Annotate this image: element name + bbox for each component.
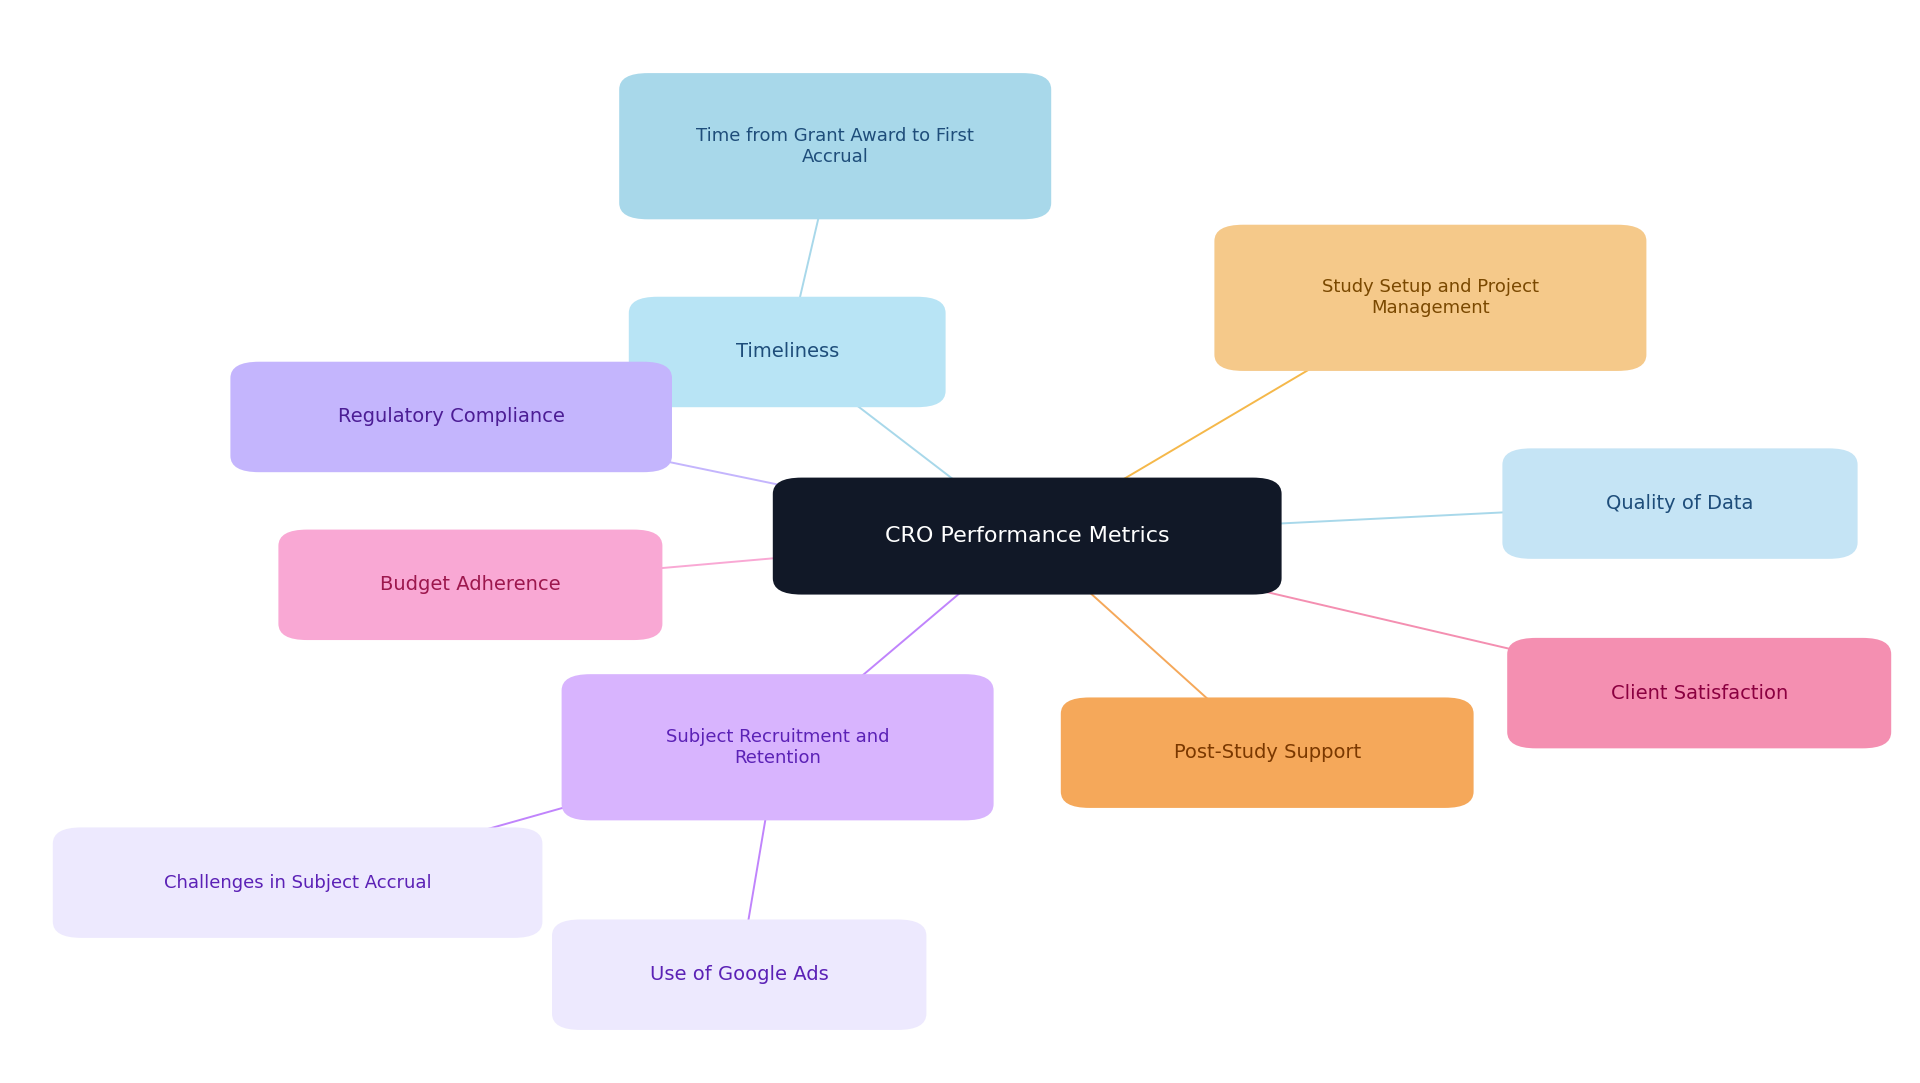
FancyBboxPatch shape: [278, 530, 662, 640]
Text: Timeliness: Timeliness: [735, 342, 839, 362]
FancyBboxPatch shape: [1507, 638, 1891, 748]
FancyBboxPatch shape: [628, 297, 945, 407]
Text: Regulatory Compliance: Regulatory Compliance: [338, 407, 564, 427]
Text: Study Setup and Project
Management: Study Setup and Project Management: [1321, 278, 1540, 317]
Text: CRO Performance Metrics: CRO Performance Metrics: [885, 526, 1169, 546]
FancyBboxPatch shape: [230, 362, 672, 472]
FancyBboxPatch shape: [553, 919, 925, 1030]
FancyBboxPatch shape: [618, 74, 1052, 219]
FancyBboxPatch shape: [772, 478, 1283, 595]
FancyBboxPatch shape: [561, 674, 995, 821]
Text: Time from Grant Award to First
Accrual: Time from Grant Award to First Accrual: [697, 127, 973, 166]
Text: Client Satisfaction: Client Satisfaction: [1611, 683, 1788, 703]
Text: Use of Google Ads: Use of Google Ads: [649, 965, 829, 984]
FancyBboxPatch shape: [1501, 448, 1859, 559]
FancyBboxPatch shape: [52, 827, 541, 938]
Text: Challenges in Subject Accrual: Challenges in Subject Accrual: [163, 874, 432, 891]
FancyBboxPatch shape: [1213, 225, 1645, 370]
Text: Budget Adherence: Budget Adherence: [380, 575, 561, 595]
Text: Post-Study Support: Post-Study Support: [1173, 743, 1361, 762]
Text: Quality of Data: Quality of Data: [1607, 494, 1753, 513]
Text: Subject Recruitment and
Retention: Subject Recruitment and Retention: [666, 728, 889, 767]
FancyBboxPatch shape: [1060, 697, 1475, 808]
